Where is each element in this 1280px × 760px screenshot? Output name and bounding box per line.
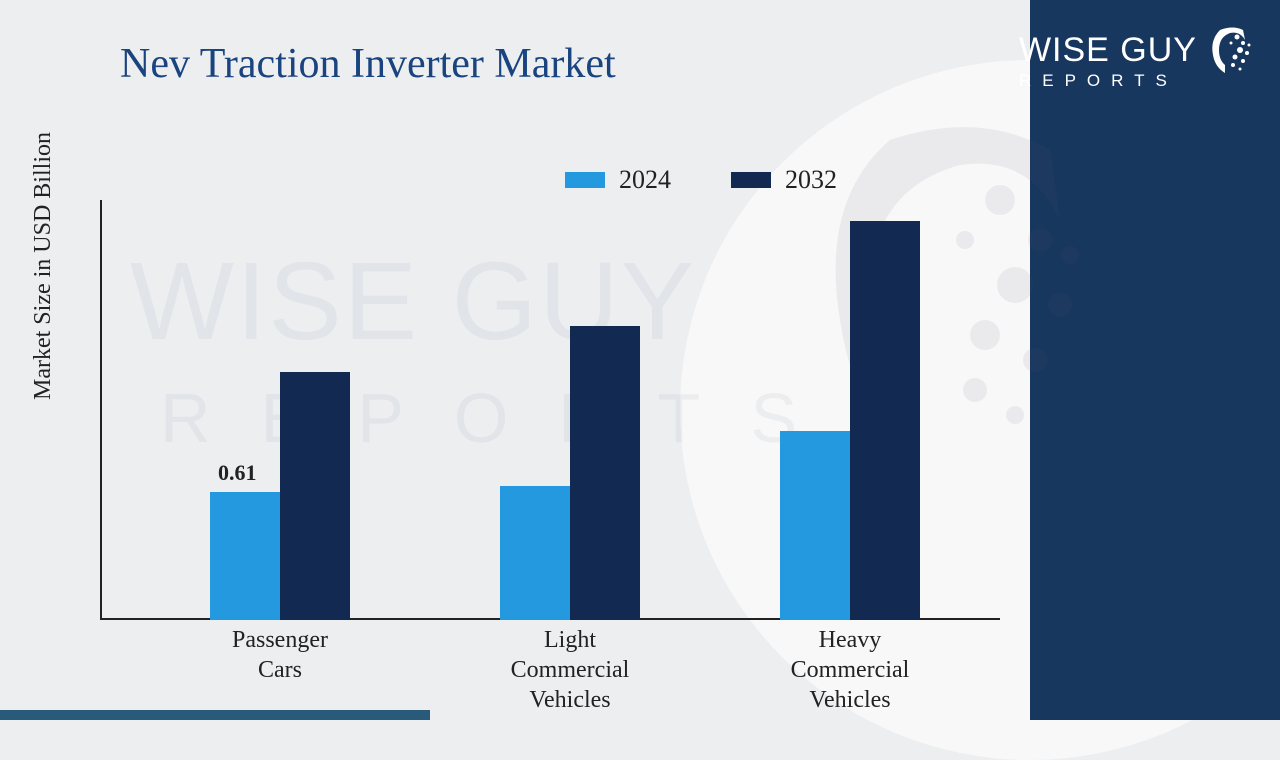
bottom-accent-bar (0, 710, 430, 720)
legend-swatch-2032 (731, 172, 771, 188)
logo-head-icon (1205, 25, 1255, 75)
bar (500, 486, 570, 620)
x-axis-category-label: HeavyCommercialVehicles (750, 625, 950, 715)
legend-label-2024: 2024 (619, 165, 671, 195)
bar-group (780, 200, 930, 620)
bar (850, 221, 920, 620)
y-axis-line (100, 200, 102, 620)
y-axis-label: Market Size in USD Billion (30, 132, 57, 400)
bar (210, 492, 280, 620)
bar (570, 326, 640, 620)
legend-item-2032: 2032 (731, 165, 837, 195)
legend-swatch-2024 (565, 172, 605, 188)
bar-group: 0.61 (210, 200, 360, 620)
logo-text-1: WISE GUY (1019, 31, 1197, 70)
bar-group (500, 200, 650, 620)
legend-item-2024: 2024 (565, 165, 671, 195)
legend-label-2032: 2032 (785, 165, 837, 195)
bar-value-label: 0.61 (218, 460, 257, 486)
chart-area: 0.61 PassengerCarsLightCommercialVehicle… (100, 200, 1000, 620)
x-axis-category-label: PassengerCars (180, 625, 380, 685)
legend: 2024 2032 (565, 165, 837, 195)
bar (780, 431, 850, 620)
bar (280, 372, 350, 620)
x-axis-category-label: LightCommercialVehicles (470, 625, 670, 715)
chart-title: Nev Traction Inverter Market (120, 40, 616, 88)
logo: WISE GUY REPORTS (1019, 25, 1255, 91)
